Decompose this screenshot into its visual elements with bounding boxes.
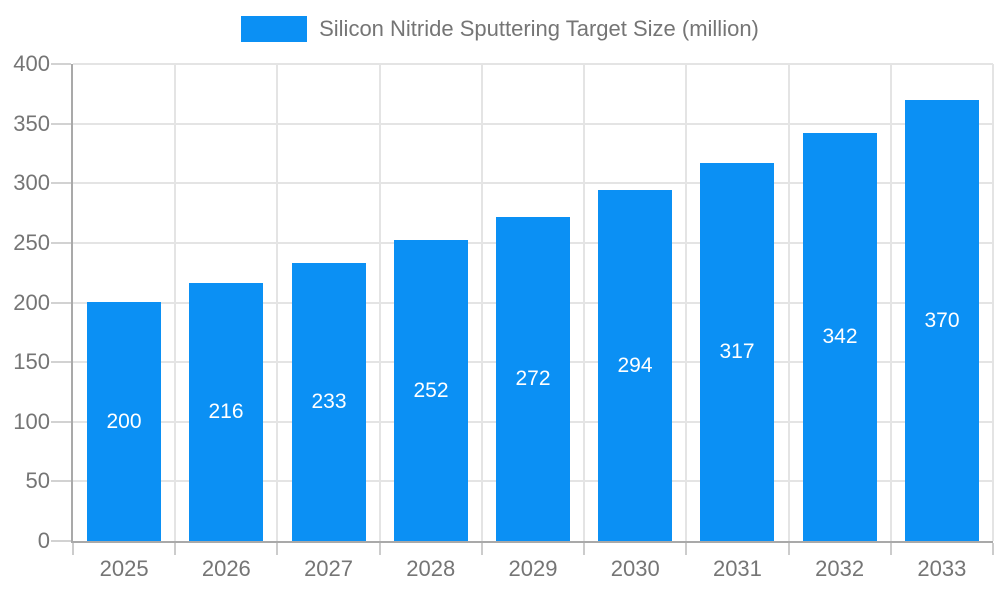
x-axis-tick [992, 543, 994, 555]
x-axis-tick-label: 2026 [201, 556, 251, 581]
legend-swatch-icon [241, 16, 308, 42]
gridline-vertical [788, 64, 790, 541]
y-axis-tick-label: 100 [13, 408, 50, 434]
x-axis-tick-label: 2025 [99, 556, 149, 581]
gridline-vertical [890, 64, 892, 541]
y-axis-tick [51, 480, 71, 483]
bar-2025[interactable]: 200 [87, 302, 161, 541]
y-axis-tick-label: 200 [13, 289, 50, 315]
gridline-vertical [481, 64, 483, 541]
x-axis-tick [174, 543, 176, 555]
legend-item[interactable]: Silicon Nitride Sputtering Target Size (… [241, 16, 759, 42]
y-axis-line [71, 64, 73, 541]
y-axis-tick-label: 350 [13, 110, 50, 136]
x-axis-tick-label: 2032 [815, 556, 865, 581]
bar-value-label: 370 [924, 308, 960, 332]
y-axis-tick-label: 150 [13, 349, 50, 375]
x-axis-tick [276, 543, 278, 555]
bar-value-label: 317 [719, 340, 755, 363]
x-axis-line [71, 541, 993, 543]
y-axis-tick [51, 420, 71, 423]
bar-2031[interactable]: 317 [700, 163, 774, 541]
legend: Silicon Nitride Sputtering Target Size (… [0, 16, 1000, 42]
y-axis-tick-label: 400 [13, 51, 50, 76]
bar-2026[interactable]: 216 [189, 283, 263, 541]
y-axis-tick [51, 241, 71, 244]
legend-label: Silicon Nitride Sputtering Target Size (… [319, 16, 759, 41]
gridline-vertical [379, 64, 381, 541]
x-axis-tick [890, 543, 892, 555]
bar-value-label: 272 [515, 367, 551, 390]
gridline-vertical [685, 64, 687, 541]
bar-2032[interactable]: 342 [803, 133, 877, 541]
bar-2030[interactable]: 294 [598, 190, 672, 541]
y-axis-tick-label: 0 [37, 528, 50, 553]
y-axis-tick-label: 300 [13, 170, 50, 196]
x-axis-tick-label: 2033 [917, 556, 967, 581]
bar-2029[interactable]: 272 [496, 217, 570, 541]
gridline-horizontal [73, 122, 993, 125]
gridline-horizontal [73, 182, 993, 185]
y-axis-tick-label: 250 [13, 229, 50, 255]
x-axis-tick-label: 2029 [508, 556, 558, 581]
plot-area: 200 216 233 252 272 294 317 342 370 [51, 63, 994, 555]
bar-value-label: 200 [106, 409, 142, 433]
gridline-vertical [174, 64, 176, 541]
gridline-horizontal [73, 63, 993, 65]
x-axis-tick-label: 2028 [406, 556, 456, 581]
x-axis-tick [481, 543, 483, 555]
bar-value-label: 216 [208, 400, 244, 423]
gridline-vertical [276, 64, 278, 541]
y-axis-tick [51, 540, 71, 542]
x-axis-tick [72, 543, 74, 555]
bar-value-label: 294 [617, 353, 653, 377]
bar-value-label: 342 [822, 325, 858, 348]
y-axis-tick [51, 63, 71, 65]
bar-2033[interactable]: 370 [905, 100, 979, 541]
bar-value-label: 252 [413, 378, 449, 402]
bar-2028[interactable]: 252 [394, 240, 468, 541]
x-axis-tick [583, 543, 585, 555]
gridline-vertical [992, 64, 994, 541]
y-axis-tick-label: 50 [25, 468, 50, 494]
x-axis-tick [685, 543, 687, 555]
bar-value-label: 233 [311, 390, 347, 413]
x-axis-tick-label: 2027 [304, 556, 354, 581]
y-axis-tick [51, 182, 71, 185]
x-axis-tick-label: 2031 [712, 556, 762, 581]
x-axis-tick [379, 543, 381, 555]
y-axis-tick [51, 301, 71, 304]
gridline-vertical [583, 64, 585, 541]
y-axis-tick [51, 122, 71, 125]
bar-2027[interactable]: 233 [292, 263, 366, 541]
x-axis-tick-label: 2030 [610, 556, 660, 581]
x-axis-tick [788, 543, 790, 555]
y-axis-tick [51, 361, 71, 364]
